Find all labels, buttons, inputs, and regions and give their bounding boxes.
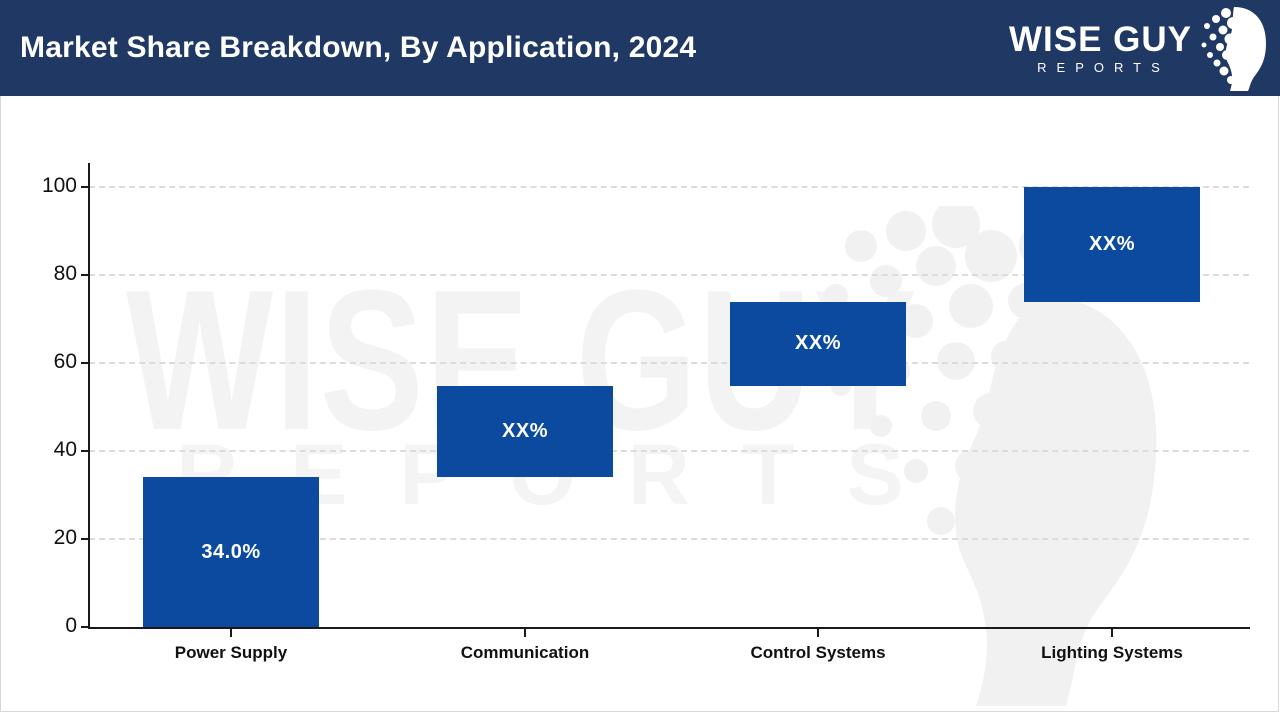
x-axis	[88, 627, 1250, 629]
gridline-100	[89, 186, 1249, 188]
category-label-0: Power Supply	[174, 643, 288, 662]
header-bar: Market Share Breakdown, By Application, …	[0, 0, 1280, 96]
brand-face-icon	[1201, 7, 1266, 91]
y-axis	[88, 163, 90, 629]
bar-value-label: XX%	[795, 332, 841, 355]
brand-logo-text: WISE GUY REPORTS	[1008, 19, 1192, 75]
y-tick-label-60: 60	[53, 350, 77, 373]
y-tick-40	[81, 450, 89, 452]
gridline-20	[89, 538, 1249, 540]
page-title: Market Share Breakdown, By Application, …	[20, 31, 697, 64]
x-tick-2	[817, 629, 819, 637]
y-tick-label-0: 0	[65, 614, 77, 637]
bar-lighting-systems: XX%	[1024, 187, 1200, 302]
brand-logo: WISE GUY REPORTS	[1008, 7, 1268, 91]
y-tick-100	[81, 186, 89, 188]
y-tick-label-20: 20	[53, 526, 77, 549]
bar-value-label: XX%	[1089, 232, 1135, 255]
bar-power-supply: 34.0%	[143, 477, 319, 627]
bar-value-label: 34.0%	[201, 540, 261, 563]
x-tick-0	[230, 629, 232, 637]
y-tick-label-40: 40	[53, 438, 77, 461]
y-tick-60	[81, 362, 89, 364]
gridline-40	[89, 450, 1249, 452]
x-tick-1	[524, 629, 526, 637]
brand-subtitle: REPORTS	[1037, 59, 1170, 75]
x-tick-3	[1111, 629, 1113, 637]
brand-name: WISE GUY	[1008, 19, 1192, 59]
category-label-1: Communication	[460, 643, 590, 662]
category-label-2: Control Systems	[750, 643, 886, 662]
gridline-60	[89, 362, 1249, 364]
category-label-3: Lighting Systems	[1041, 643, 1183, 662]
y-tick-label-80: 80	[53, 262, 77, 285]
bar-communication: XX%	[437, 385, 613, 478]
y-tick-0	[81, 626, 89, 628]
gridline-80	[89, 274, 1249, 276]
bar-control-systems: XX%	[730, 301, 906, 386]
y-tick-20	[81, 538, 89, 540]
y-tick-label-100: 100	[41, 174, 77, 197]
bar-value-label: XX%	[502, 420, 548, 443]
y-tick-80	[81, 274, 89, 276]
